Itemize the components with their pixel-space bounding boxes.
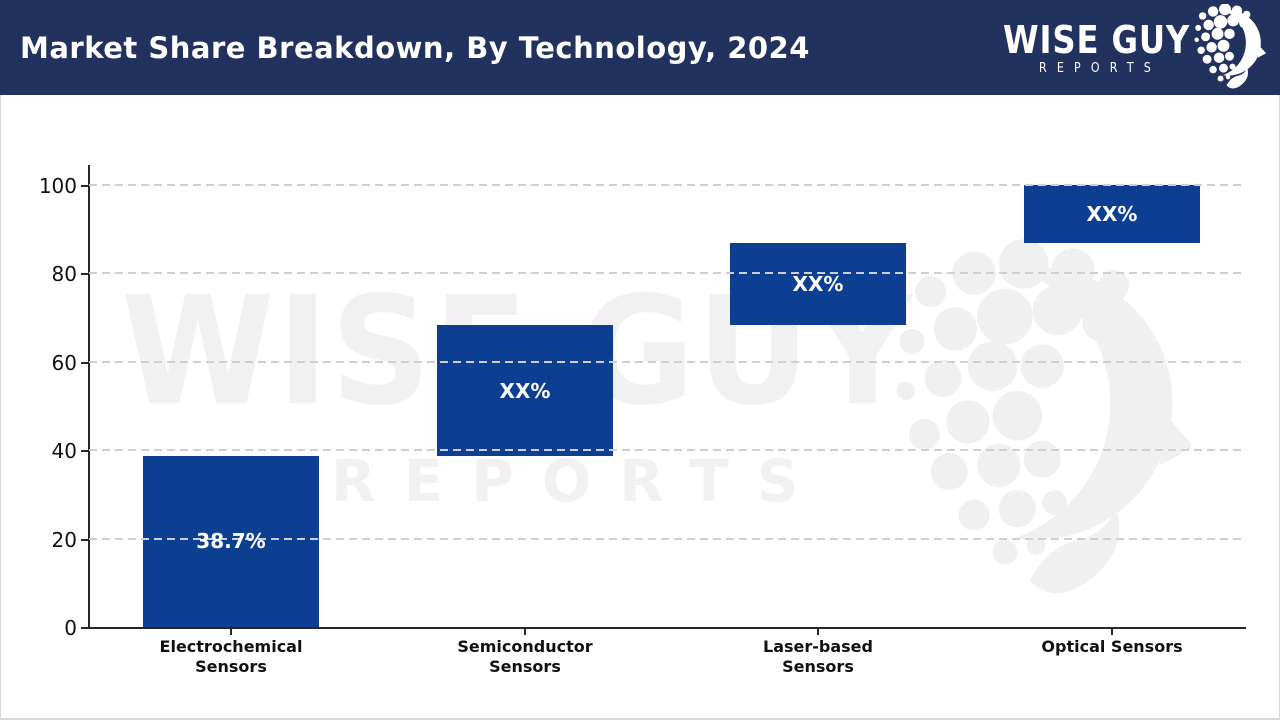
watermark-subtext: REPORTS <box>331 447 827 515</box>
x-axis-category-label: Electrochemical Sensors <box>111 637 351 677</box>
chart-title: Market Share Breakdown, By Technology, 2… <box>20 30 810 65</box>
bar-value-label: XX% <box>792 272 844 296</box>
header-bar: Market Share Breakdown, By Technology, 2… <box>0 0 1280 95</box>
x-axis-tick <box>524 629 526 635</box>
bar <box>730 242 906 326</box>
bar <box>143 455 319 627</box>
x-axis-category-line: Sensors <box>782 657 854 676</box>
gridline <box>89 360 1246 363</box>
y-axis-tick-label: 80 <box>51 262 77 287</box>
x-axis-tick <box>1111 629 1113 635</box>
x-axis-category-label: Semiconductor Sensors <box>405 637 645 677</box>
bar-value-label: 38.7% <box>196 529 266 554</box>
x-axis-tick <box>817 629 819 635</box>
y-axis-tick <box>81 538 88 541</box>
y-axis-line <box>88 165 90 629</box>
watermark-dotted-head-icon <box>896 239 1191 594</box>
brand-logo: WISE GUY REPORTS <box>970 3 1272 93</box>
y-axis-tick <box>81 273 88 276</box>
x-axis-line <box>88 627 1246 629</box>
x-axis-category-line: Sensors <box>195 657 267 676</box>
gridline <box>89 272 1246 275</box>
bar-value-label: XX% <box>499 378 551 403</box>
y-axis-tick-label: 100 <box>38 174 77 198</box>
dotted-head-logo-icon <box>1194 4 1267 89</box>
y-axis-tick <box>81 450 88 453</box>
gridline <box>89 449 1246 452</box>
x-axis-category-line: Optical Sensors <box>1041 637 1183 656</box>
y-axis-tick-label: 0 <box>64 616 77 640</box>
x-axis-category-line: Laser-based <box>763 637 873 656</box>
y-axis-tick-label: 60 <box>51 350 77 375</box>
gridline <box>89 537 1246 540</box>
logo-wordmark: WISE GUY <box>1002 18 1190 62</box>
y-axis-tick <box>81 627 88 629</box>
x-axis-category-line: Semiconductor <box>457 637 593 656</box>
logo-text: WISE GUY REPORTS <box>1003 20 1190 76</box>
x-axis-category-line: Electrochemical <box>159 637 303 656</box>
y-axis-tick-label: 40 <box>51 439 77 464</box>
x-axis-category-label: Optical Sensors <box>992 637 1232 657</box>
x-axis-tick <box>230 629 232 635</box>
y-axis-tick <box>81 185 88 187</box>
x-axis-category-line: Sensors <box>489 657 561 676</box>
bar <box>1024 185 1200 243</box>
gridline <box>89 184 1246 186</box>
logo-subtext: REPORTS <box>1038 61 1161 76</box>
bar-value-label: XX% <box>1086 201 1138 226</box>
y-axis-tick <box>81 361 88 364</box>
x-axis-category-label: Laser-based Sensors <box>698 637 938 677</box>
chart-area: WISE GUY REPORTS 0 20 40 60 80 100 38.7% Electr… <box>0 95 1280 720</box>
bar <box>437 325 613 456</box>
y-axis-tick-label: 20 <box>51 527 77 552</box>
